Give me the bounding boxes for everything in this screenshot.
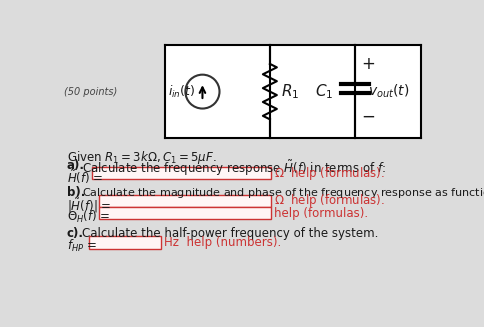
Text: $\Omega$  help (formulas).: $\Omega$ help (formulas). <box>273 165 384 182</box>
Text: $v_{out}(t)$: $v_{out}(t)$ <box>367 83 408 100</box>
Text: −: − <box>361 107 375 125</box>
FancyBboxPatch shape <box>98 195 270 207</box>
Text: $\Omega$  help (formulas).: $\Omega$ help (formulas). <box>273 193 384 209</box>
Text: $|\tilde{H}(f)|$ =: $|\tilde{H}(f)|$ = <box>67 196 111 215</box>
Text: a).: a). <box>67 159 85 172</box>
Text: (50 points): (50 points) <box>63 87 117 96</box>
Text: Calculate the magnitude and phase of the frequency response as functions of freq: Calculate the magnitude and phase of the… <box>82 185 484 199</box>
Text: Given $R_1 = 3k\Omega, C_1 = 5\mu F.$: Given $R_1 = 3k\Omega, C_1 = 5\mu F.$ <box>67 148 216 165</box>
Text: $\tilde{H}(f)$ =: $\tilde{H}(f)$ = <box>67 169 103 186</box>
FancyBboxPatch shape <box>98 207 270 219</box>
Text: +: + <box>361 55 375 73</box>
Bar <box>165 45 420 138</box>
FancyBboxPatch shape <box>92 167 270 180</box>
Text: $i_{in}(t)$: $i_{in}(t)$ <box>167 84 195 100</box>
Text: Hz  help (numbers).: Hz help (numbers). <box>164 236 280 249</box>
Text: $f_{HP}$ =: $f_{HP}$ = <box>67 238 97 254</box>
Text: help (formulas).: help (formulas). <box>273 207 367 220</box>
Text: b).: b). <box>67 185 85 198</box>
Text: c).: c). <box>67 227 84 240</box>
Text: Calculate the frequency response $\tilde{H}(f)$ in terms of $f$:: Calculate the frequency response $\tilde… <box>82 159 386 178</box>
Text: $\Theta_H(f)$ =: $\Theta_H(f)$ = <box>67 209 110 225</box>
Text: $C_1$: $C_1$ <box>314 82 333 101</box>
Text: $R_1$: $R_1$ <box>280 82 299 101</box>
Text: Calculate the half-power frequency of the system.: Calculate the half-power frequency of th… <box>82 227 378 240</box>
FancyBboxPatch shape <box>89 236 160 249</box>
